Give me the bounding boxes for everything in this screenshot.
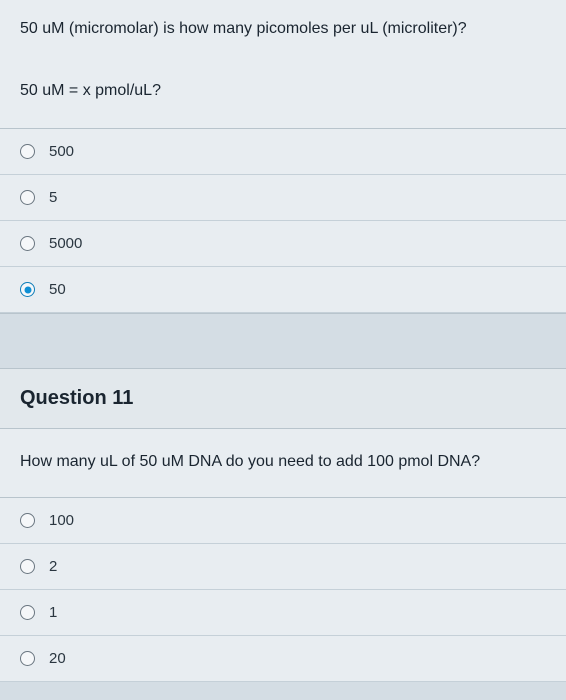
radio-icon <box>20 559 35 574</box>
question-spacer <box>0 313 566 368</box>
question-2-text: How many uL of 50 uM DNA do you need to … <box>0 429 566 497</box>
question-1-options: 500 5 5000 50 <box>0 128 566 313</box>
option-label: 50 <box>49 281 66 298</box>
radio-icon <box>20 513 35 528</box>
option-label: 20 <box>49 650 66 667</box>
radio-icon <box>20 605 35 620</box>
question-2-options: 100 2 1 20 <box>0 497 566 682</box>
option-label: 500 <box>49 143 74 160</box>
option-label: 5 <box>49 189 57 206</box>
question-1-text: 50 uM (micromolar) is how many picomoles… <box>0 0 566 60</box>
option-label: 100 <box>49 512 74 529</box>
radio-icon <box>20 190 35 205</box>
radio-icon <box>20 144 35 159</box>
option-row[interactable]: 50 <box>0 267 566 313</box>
option-label: 2 <box>49 558 57 575</box>
question-2-header: Question 11 <box>0 368 566 429</box>
option-row[interactable]: 5000 <box>0 221 566 267</box>
option-row[interactable]: 20 <box>0 636 566 682</box>
radio-icon <box>20 236 35 251</box>
radio-icon <box>20 651 35 666</box>
option-row[interactable]: 2 <box>0 544 566 590</box>
option-label: 1 <box>49 604 57 621</box>
option-row[interactable]: 5 <box>0 175 566 221</box>
question-1-subtext: 50 uM = x pmol/uL? <box>0 82 566 120</box>
option-row[interactable]: 500 <box>0 129 566 175</box>
question-1-block: 50 uM (micromolar) is how many picomoles… <box>0 0 566 313</box>
radio-icon-selected <box>20 282 35 297</box>
option-label: 5000 <box>49 235 82 252</box>
option-row[interactable]: 100 <box>0 498 566 544</box>
option-row[interactable]: 1 <box>0 590 566 636</box>
